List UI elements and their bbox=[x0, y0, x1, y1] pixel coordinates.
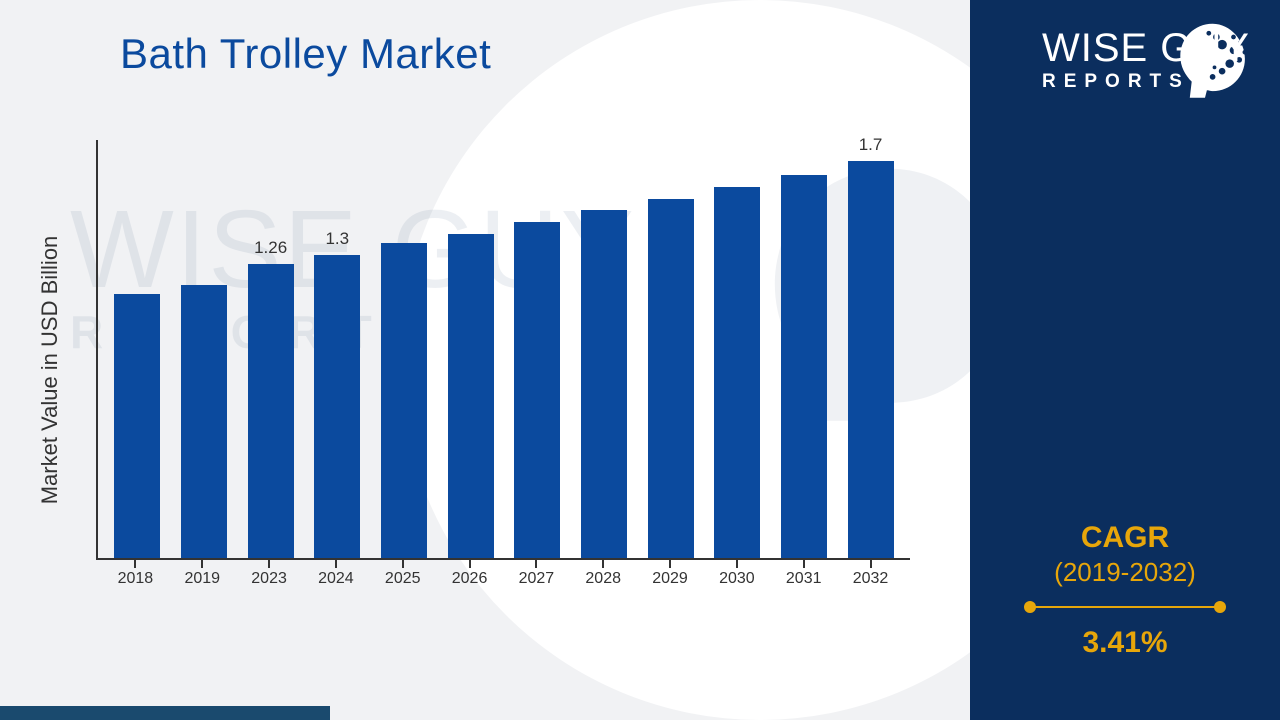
x-tick-2018: 2018 bbox=[104, 560, 166, 600]
bars-container: 1.261.31.7 bbox=[98, 140, 910, 558]
x-tick-2030: 2030 bbox=[706, 560, 768, 600]
bar-rect bbox=[381, 243, 427, 558]
x-ticks: 2018201920232024202520262027202820292030… bbox=[96, 560, 910, 600]
bar-2027 bbox=[506, 196, 568, 558]
brand-logo: WISE GUY REPORTS bbox=[1042, 28, 1250, 91]
x-tick-2023: 2023 bbox=[238, 560, 300, 600]
x-tick-2019: 2019 bbox=[171, 560, 233, 600]
cagr-label: CAGR bbox=[1000, 521, 1250, 555]
x-tick-2031: 2031 bbox=[773, 560, 835, 600]
bar-2032: 1.7 bbox=[840, 135, 902, 558]
x-tick-2028: 2028 bbox=[572, 560, 634, 600]
y-axis-label: Market Value in USD Billion bbox=[37, 236, 63, 505]
x-tick-2032: 2032 bbox=[840, 560, 902, 600]
bar-rect bbox=[648, 199, 694, 558]
bottom-accent-bar bbox=[0, 706, 330, 720]
bar-rect bbox=[448, 234, 494, 558]
bar-rect bbox=[714, 187, 760, 558]
bar-rect bbox=[581, 210, 627, 558]
brand-sub: REPORTS bbox=[1042, 72, 1250, 91]
x-tick-2029: 2029 bbox=[639, 560, 701, 600]
bar-2029 bbox=[640, 173, 702, 558]
bar-2028 bbox=[573, 184, 635, 558]
brand-name: WISE GUY bbox=[1042, 28, 1250, 68]
bar-2024: 1.3 bbox=[306, 229, 368, 558]
x-tick-2026: 2026 bbox=[439, 560, 501, 600]
bar-2018 bbox=[106, 268, 168, 558]
x-tick-2025: 2025 bbox=[372, 560, 434, 600]
x-tick-2027: 2027 bbox=[505, 560, 567, 600]
bar-rect bbox=[514, 222, 560, 558]
page-root: WISE GUY REPORTS Bath Trolley Market WIS… bbox=[0, 0, 1280, 720]
chart-title: Bath Trolley Market bbox=[120, 30, 491, 78]
bar-2023: 1.26 bbox=[240, 238, 302, 558]
bar-2019 bbox=[173, 259, 235, 558]
bar-chart: Market Value in USD Billion 1.261.31.7 2… bbox=[50, 140, 910, 600]
x-tick-2024: 2024 bbox=[305, 560, 367, 600]
bar-2031 bbox=[773, 149, 835, 558]
bar-value-label: 1.26 bbox=[254, 238, 287, 258]
bar-rect bbox=[181, 285, 227, 558]
bar-2025 bbox=[373, 217, 435, 558]
bar-2026 bbox=[440, 208, 502, 558]
cagr-value: 3.41% bbox=[1000, 626, 1250, 660]
cagr-divider bbox=[1030, 606, 1220, 608]
plot-area: 1.261.31.7 bbox=[96, 140, 910, 560]
bar-2030 bbox=[706, 161, 768, 558]
bar-rect bbox=[848, 161, 894, 558]
bar-rect bbox=[114, 294, 160, 558]
bar-value-label: 1.3 bbox=[325, 229, 349, 249]
bar-value-label: 1.7 bbox=[859, 135, 883, 155]
cagr-box: CAGR (2019-2032) 3.41% bbox=[1000, 521, 1250, 660]
cagr-years: (2019-2032) bbox=[1000, 557, 1250, 588]
bar-rect bbox=[781, 175, 827, 558]
bar-rect bbox=[314, 255, 360, 558]
bar-rect bbox=[248, 264, 294, 558]
